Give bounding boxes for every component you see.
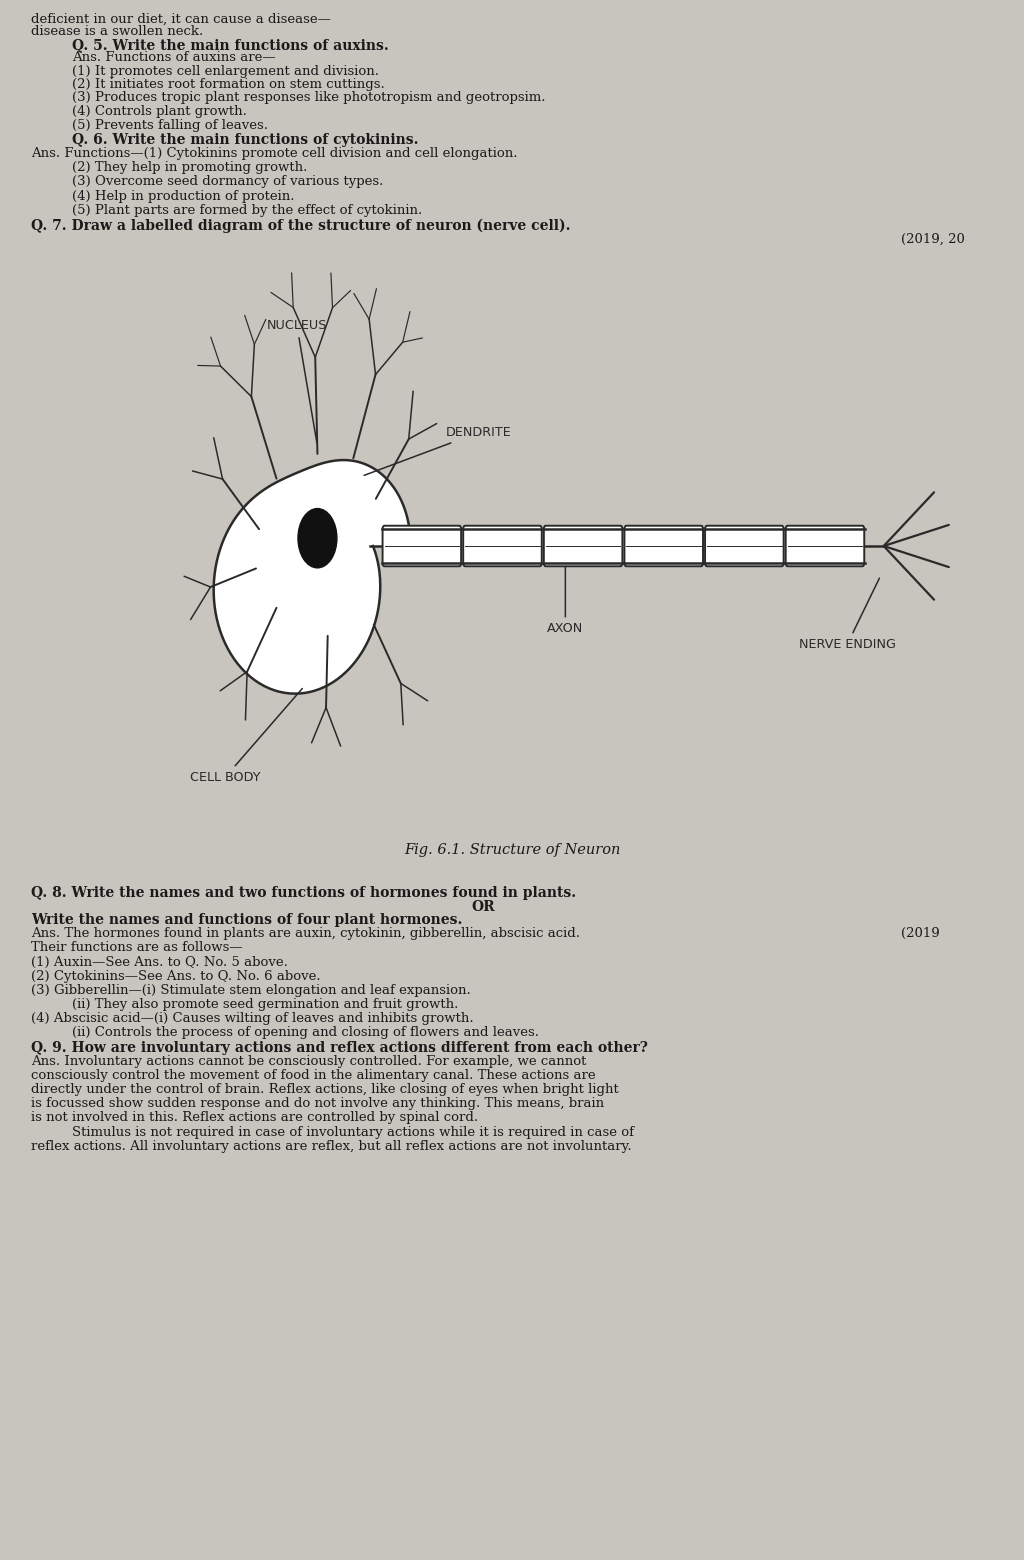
Text: reflex actions. All involuntary actions are reflex, but all reflex actions are n: reflex actions. All involuntary actions …	[31, 1140, 632, 1153]
Text: is not involved in this. Reflex actions are controlled by spinal cord.: is not involved in this. Reflex actions …	[31, 1111, 478, 1125]
FancyBboxPatch shape	[706, 526, 783, 566]
FancyBboxPatch shape	[785, 526, 864, 566]
Text: consciously control the movement of food in the alimentary canal. These actions : consciously control the movement of food…	[31, 1070, 595, 1083]
Text: CELL BODY: CELL BODY	[190, 688, 302, 783]
Text: Stimulus is not required in case of involuntary actions while it is required in : Stimulus is not required in case of invo…	[72, 1126, 634, 1139]
Text: (3) Gibberellin—(i) Stimulate stem elongation and leaf expansion.: (3) Gibberellin—(i) Stimulate stem elong…	[31, 984, 470, 997]
Text: (2) They help in promoting growth.: (2) They help in promoting growth.	[72, 162, 307, 175]
FancyBboxPatch shape	[544, 526, 623, 566]
Text: (2019, 20: (2019, 20	[901, 232, 965, 245]
Text: (3) Produces tropic plant responses like phototropism and geotropsim.: (3) Produces tropic plant responses like…	[72, 90, 545, 105]
Text: is focussed show sudden response and do not involve any thinking. This means, br: is focussed show sudden response and do …	[31, 1098, 604, 1111]
Text: disease is a swollen neck.: disease is a swollen neck.	[31, 25, 203, 37]
Text: DENDRITE: DENDRITE	[365, 426, 511, 476]
Circle shape	[298, 509, 337, 568]
Text: OR: OR	[471, 900, 495, 914]
Text: (2) Cytokinins—See Ans. to Q. No. 6 above.: (2) Cytokinins—See Ans. to Q. No. 6 abov…	[31, 969, 321, 983]
Text: (1) It promotes cell enlargement and division.: (1) It promotes cell enlargement and div…	[72, 64, 379, 78]
Text: (3) Overcome seed dormancy of various types.: (3) Overcome seed dormancy of various ty…	[72, 176, 383, 189]
Text: (ii) They also promote seed germination and fruit growth.: (ii) They also promote seed germination …	[72, 998, 458, 1011]
FancyBboxPatch shape	[383, 526, 461, 566]
Text: Ans. Functions—(1) Cytokinins promote cell division and cell elongation.: Ans. Functions—(1) Cytokinins promote ce…	[31, 148, 517, 161]
FancyBboxPatch shape	[625, 526, 703, 566]
Text: (4) Controls plant growth.: (4) Controls plant growth.	[72, 106, 247, 119]
Polygon shape	[214, 460, 411, 694]
Text: (2) It initiates root formation on stem cuttings.: (2) It initiates root formation on stem …	[72, 78, 384, 90]
Text: AXON: AXON	[547, 566, 584, 635]
Text: Their functions are as follows—: Their functions are as follows—	[31, 941, 243, 955]
Text: Q. 6. Write the main functions of cytokinins.: Q. 6. Write the main functions of cytoki…	[72, 134, 418, 147]
Text: Q. 5. Write the main functions of auxins.: Q. 5. Write the main functions of auxins…	[72, 37, 388, 51]
Text: (1) Auxin—See Ans. to Q. No. 5 above.: (1) Auxin—See Ans. to Q. No. 5 above.	[31, 955, 288, 969]
Text: Q. 8. Write the names and two functions of hormones found in plants.: Q. 8. Write the names and two functions …	[31, 886, 575, 900]
Text: Q. 9. How are involuntary actions and reflex actions different from each other?: Q. 9. How are involuntary actions and re…	[31, 1041, 647, 1055]
Text: (2019: (2019	[901, 927, 940, 941]
Text: (5) Prevents falling of leaves.: (5) Prevents falling of leaves.	[72, 119, 267, 133]
Text: Ans. The hormones found in plants are auxin, cytokinin, gibberellin, abscisic ac: Ans. The hormones found in plants are au…	[31, 927, 580, 941]
Text: (ii) Controls the process of opening and closing of flowers and leaves.: (ii) Controls the process of opening and…	[72, 1026, 539, 1039]
Text: Ans. Functions of auxins are—: Ans. Functions of auxins are—	[72, 51, 275, 64]
Text: directly under the control of brain. Reflex actions, like closing of eyes when b: directly under the control of brain. Ref…	[31, 1083, 618, 1097]
Text: (4) Abscisic acid—(i) Causes wilting of leaves and inhibits growth.: (4) Abscisic acid—(i) Causes wilting of …	[31, 1012, 473, 1025]
Text: NERVE ENDING: NERVE ENDING	[799, 579, 896, 651]
Text: (4) Help in production of protein.: (4) Help in production of protein.	[72, 190, 294, 203]
Text: NUCLEUS: NUCLEUS	[266, 320, 328, 443]
Text: (5) Plant parts are formed by the effect of cytokinin.: (5) Plant parts are formed by the effect…	[72, 203, 422, 217]
Text: deficient in our diet, it can cause a disease—: deficient in our diet, it can cause a di…	[31, 12, 331, 25]
FancyBboxPatch shape	[463, 526, 542, 566]
Text: Write the names and functions of four plant hormones.: Write the names and functions of four pl…	[31, 914, 462, 927]
Text: Q. 7. Draw a labelled diagram of the structure of neuron (nerve cell).: Q. 7. Draw a labelled diagram of the str…	[31, 218, 570, 232]
Text: Ans. Involuntary actions cannot be consciously controlled. For example, we canno: Ans. Involuntary actions cannot be consc…	[31, 1055, 586, 1069]
Text: Fig. 6.1. Structure of Neuron: Fig. 6.1. Structure of Neuron	[403, 844, 621, 856]
